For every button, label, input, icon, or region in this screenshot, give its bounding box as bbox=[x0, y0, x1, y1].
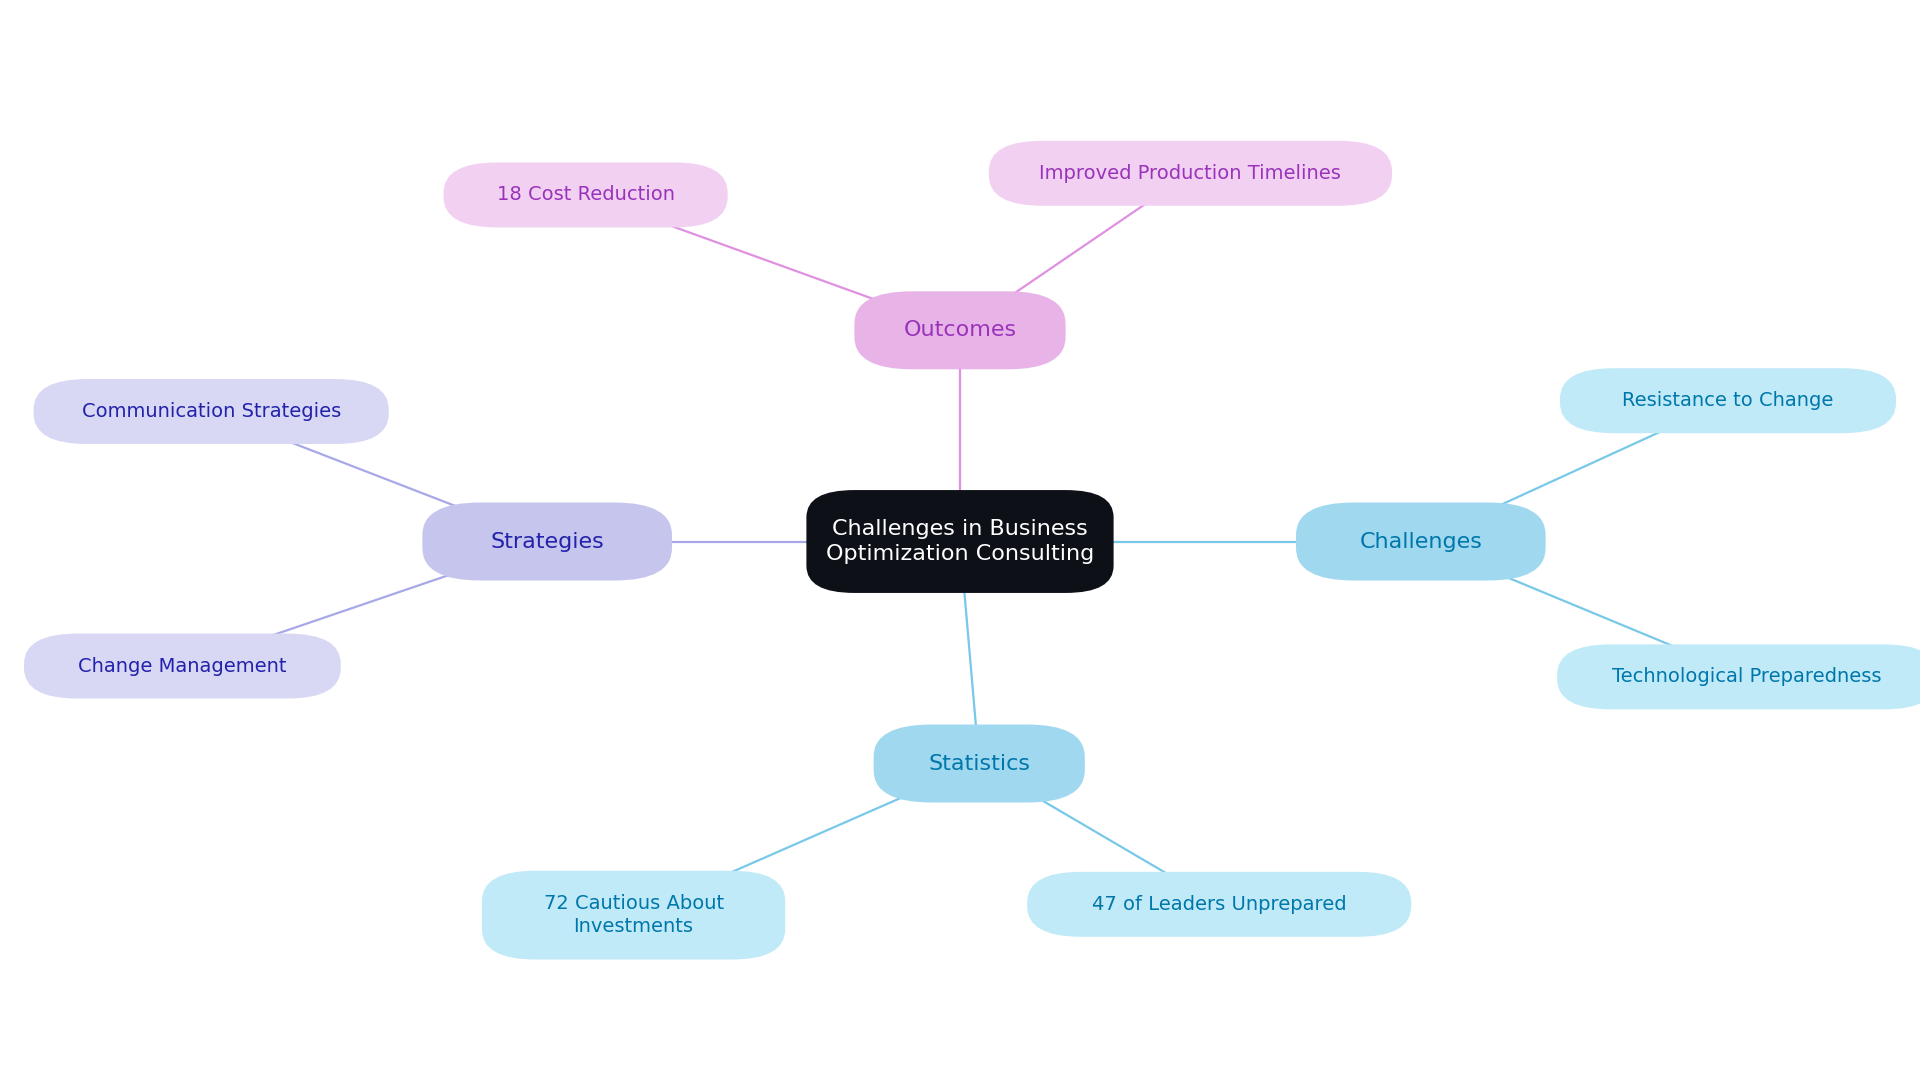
Text: 72 Cautious About
Investments: 72 Cautious About Investments bbox=[543, 893, 724, 937]
FancyBboxPatch shape bbox=[1296, 503, 1546, 580]
Text: Communication Strategies: Communication Strategies bbox=[81, 402, 342, 421]
Text: Resistance to Change: Resistance to Change bbox=[1622, 391, 1834, 410]
FancyBboxPatch shape bbox=[989, 141, 1392, 206]
FancyBboxPatch shape bbox=[1559, 368, 1895, 433]
FancyBboxPatch shape bbox=[806, 490, 1114, 593]
FancyBboxPatch shape bbox=[1027, 872, 1411, 937]
FancyBboxPatch shape bbox=[1557, 644, 1920, 709]
Text: Statistics: Statistics bbox=[927, 754, 1031, 773]
Text: Technological Preparedness: Technological Preparedness bbox=[1613, 667, 1882, 687]
Text: Outcomes: Outcomes bbox=[904, 321, 1016, 340]
FancyBboxPatch shape bbox=[854, 291, 1066, 369]
Text: 47 of Leaders Unprepared: 47 of Leaders Unprepared bbox=[1092, 895, 1346, 914]
FancyBboxPatch shape bbox=[35, 379, 388, 444]
Text: 18 Cost Reduction: 18 Cost Reduction bbox=[497, 185, 674, 205]
Text: Challenges in Business
Optimization Consulting: Challenges in Business Optimization Cons… bbox=[826, 519, 1094, 564]
Text: Improved Production Timelines: Improved Production Timelines bbox=[1039, 164, 1342, 183]
Text: Change Management: Change Management bbox=[79, 656, 286, 676]
FancyBboxPatch shape bbox=[23, 634, 340, 699]
FancyBboxPatch shape bbox=[422, 503, 672, 580]
Text: Strategies: Strategies bbox=[490, 532, 605, 551]
FancyBboxPatch shape bbox=[444, 162, 728, 227]
Text: Challenges: Challenges bbox=[1359, 532, 1482, 551]
FancyBboxPatch shape bbox=[482, 871, 785, 960]
FancyBboxPatch shape bbox=[874, 725, 1085, 803]
